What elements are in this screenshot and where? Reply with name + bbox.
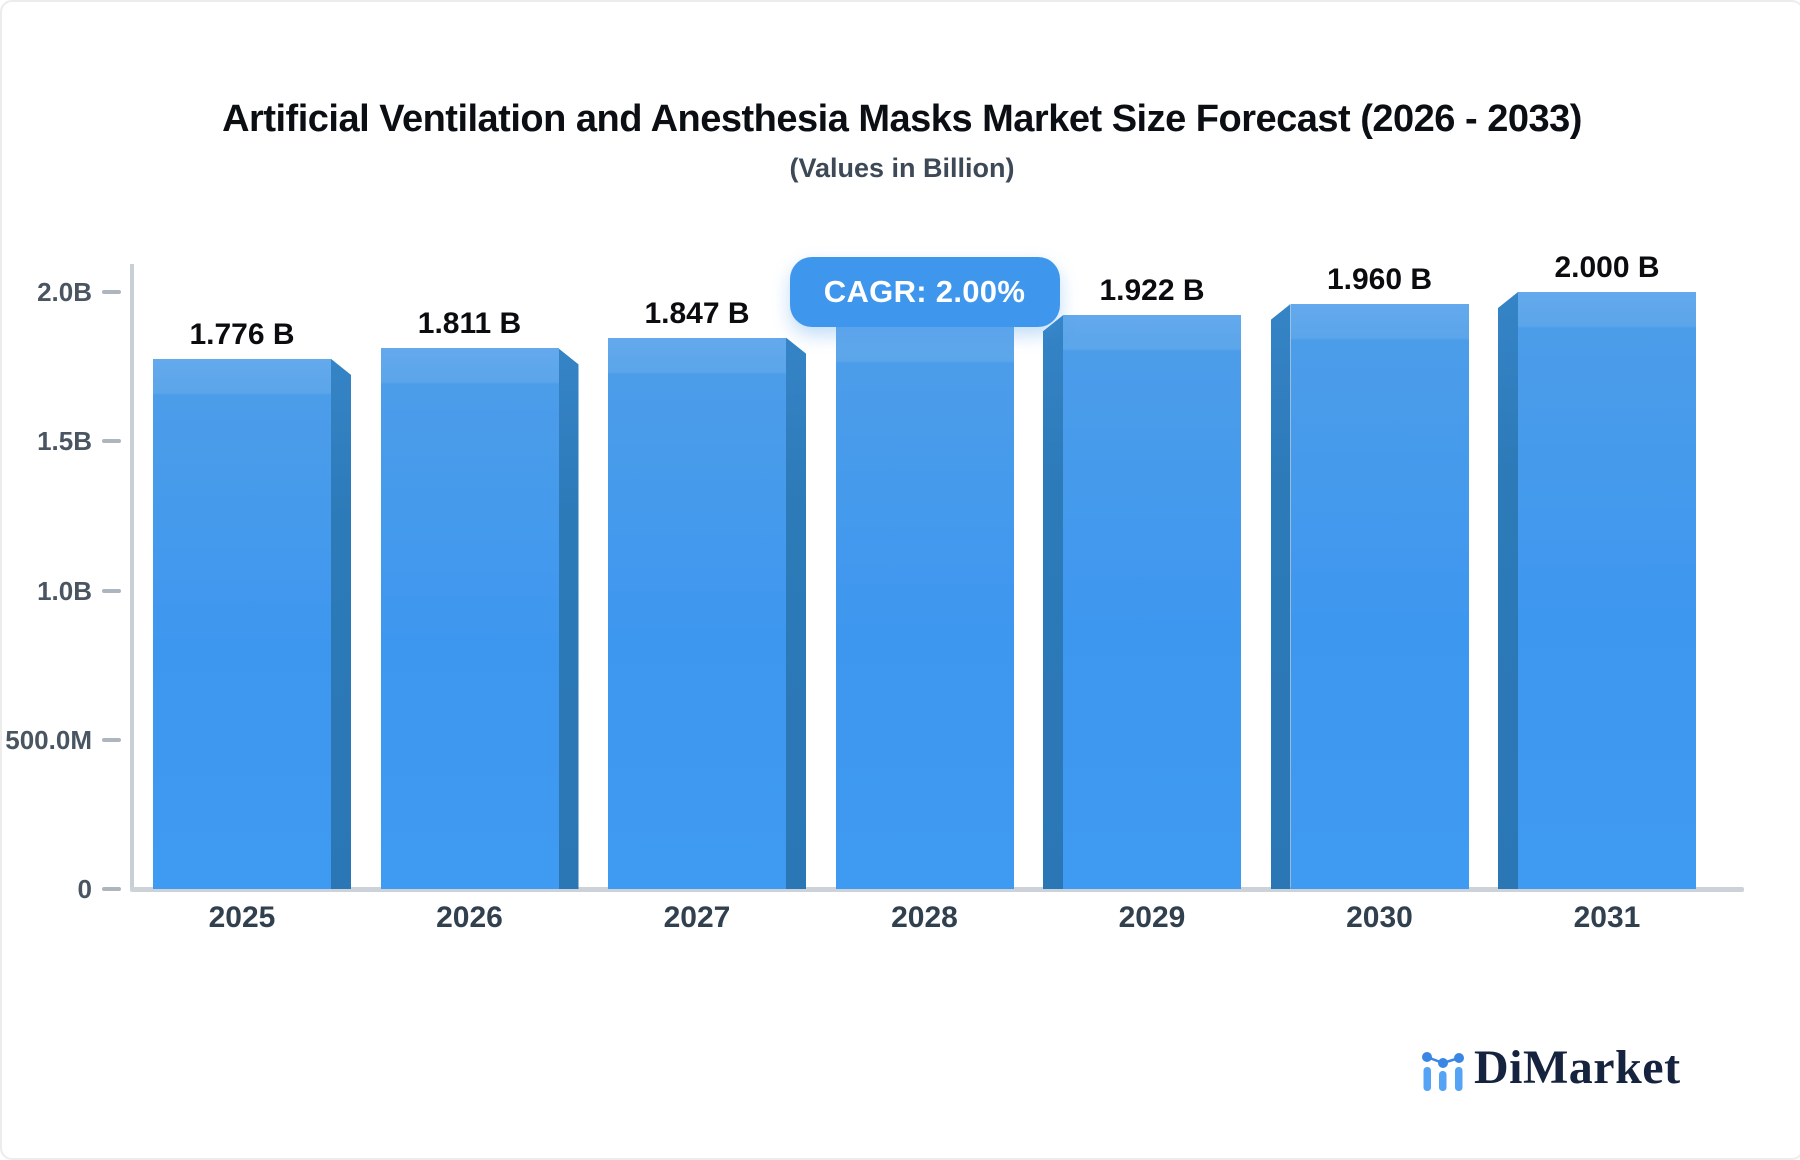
cagr-badge: CAGR: 2.00% (789, 256, 1060, 327)
x-axis-label-2030: 2030 (1346, 901, 1413, 934)
bar-side-face (1270, 303, 1291, 889)
bar-value-label: 1.811 B (417, 307, 522, 341)
bar-value-label: 1.960 B (1326, 262, 1433, 296)
bar-value-label: 2.000 B (1554, 251, 1660, 284)
y-axis-tick (102, 588, 121, 593)
x-axis-label-2027: 2027 (663, 901, 731, 934)
y-axis-tick-label: 2.0B (37, 277, 92, 307)
y-axis-tick (102, 290, 121, 294)
bar-side-face (558, 348, 579, 889)
y-axis-tick-label: 1.5B (37, 426, 92, 457)
y-axis-line (130, 264, 134, 889)
y-axis-tick (102, 887, 121, 891)
bar-2026 (380, 348, 559, 889)
bar-chart-trend-icon (1422, 1052, 1464, 1091)
bar-value-label: 1.847 B (644, 296, 750, 330)
chart-subtitle: (Values in Billion) (789, 153, 1015, 183)
y-axis-tick (102, 737, 121, 742)
bar-2028 (835, 326, 1014, 889)
x-axis-label-2025: 2025 (208, 901, 276, 934)
bar-side-face (786, 337, 806, 889)
bar-2025 (153, 358, 331, 889)
x-axis-label-2026: 2026 (436, 901, 503, 934)
bar-side-face (1043, 315, 1063, 889)
dimarket-logo: DiMarket (1420, 1040, 1681, 1096)
bar-2030 (1290, 303, 1469, 889)
x-axis-line (130, 887, 1744, 892)
bar-2027 (608, 337, 786, 889)
y-axis-tick-label: 1.0B (37, 575, 92, 606)
y-axis-tick (102, 439, 121, 444)
bar-2031 (1518, 292, 1696, 889)
bar-side-face (331, 358, 351, 889)
bar-value-label: 1.776 B (189, 317, 295, 351)
x-axis-label-2031: 2031 (1573, 901, 1641, 934)
bar-2029 (1063, 315, 1241, 889)
chart-title: Artificial Ventilation and Anesthesia Ma… (222, 98, 1582, 140)
x-axis-label-2029: 2029 (1118, 901, 1186, 934)
bar-side-face (1498, 292, 1518, 889)
x-axis-label-2028: 2028 (891, 901, 958, 934)
y-axis-tick-label: 500.0M (5, 724, 92, 755)
y-axis-tick-label: 0 (77, 874, 92, 904)
logo-wordmark: DiMarket (1474, 1041, 1681, 1094)
bar-value-label: 1.922 B (1099, 274, 1205, 308)
